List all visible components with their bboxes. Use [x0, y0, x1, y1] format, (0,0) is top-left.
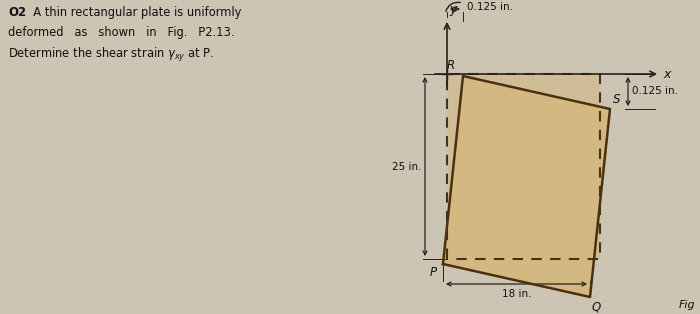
Text: P: P: [430, 266, 437, 279]
Text: y: y: [449, 3, 456, 16]
Text: 0.125 in.: 0.125 in.: [632, 86, 678, 96]
Text: 18 in.: 18 in.: [502, 289, 531, 299]
Text: Q: Q: [592, 301, 601, 314]
Text: A thin rectangular plate is uniformly: A thin rectangular plate is uniformly: [26, 6, 242, 19]
Polygon shape: [443, 76, 610, 297]
Text: x: x: [663, 68, 671, 80]
Text: 0.125 in.: 0.125 in.: [467, 2, 513, 12]
FancyArrowPatch shape: [446, 2, 461, 11]
Polygon shape: [447, 74, 600, 259]
Text: S: S: [613, 93, 620, 106]
Text: Determine the shear strain $\gamma_{xy}$ at P.: Determine the shear strain $\gamma_{xy}$…: [8, 46, 214, 64]
Text: R: R: [447, 59, 455, 72]
Text: 25 in.: 25 in.: [391, 161, 421, 171]
Text: Fig: Fig: [678, 300, 695, 310]
Text: O2: O2: [8, 6, 26, 19]
Text: deformed   as   shown   in   Fig.   P2.13.: deformed as shown in Fig. P2.13.: [8, 26, 234, 39]
